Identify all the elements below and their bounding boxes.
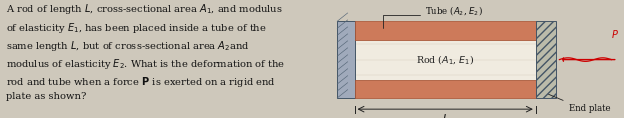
Text: $L$: $L$ (442, 112, 449, 118)
Bar (354, 80, 536, 98)
Bar (337, 21, 354, 98)
Bar (536, 21, 556, 98)
Text: A rod of length $L$, cross-sectional area $A_1$, and modulus
of elasticity $E_1$: A rod of length $L$, cross-sectional are… (6, 2, 285, 101)
Text: $P$: $P$ (611, 27, 618, 40)
Text: Tube ($A_2$, $E_2$): Tube ($A_2$, $E_2$) (426, 4, 484, 17)
Text: Rod ($A_1$, $E_1$): Rod ($A_1$, $E_1$) (416, 53, 474, 66)
Text: End plate: End plate (569, 104, 610, 113)
Bar (354, 40, 536, 80)
Bar (354, 21, 536, 40)
